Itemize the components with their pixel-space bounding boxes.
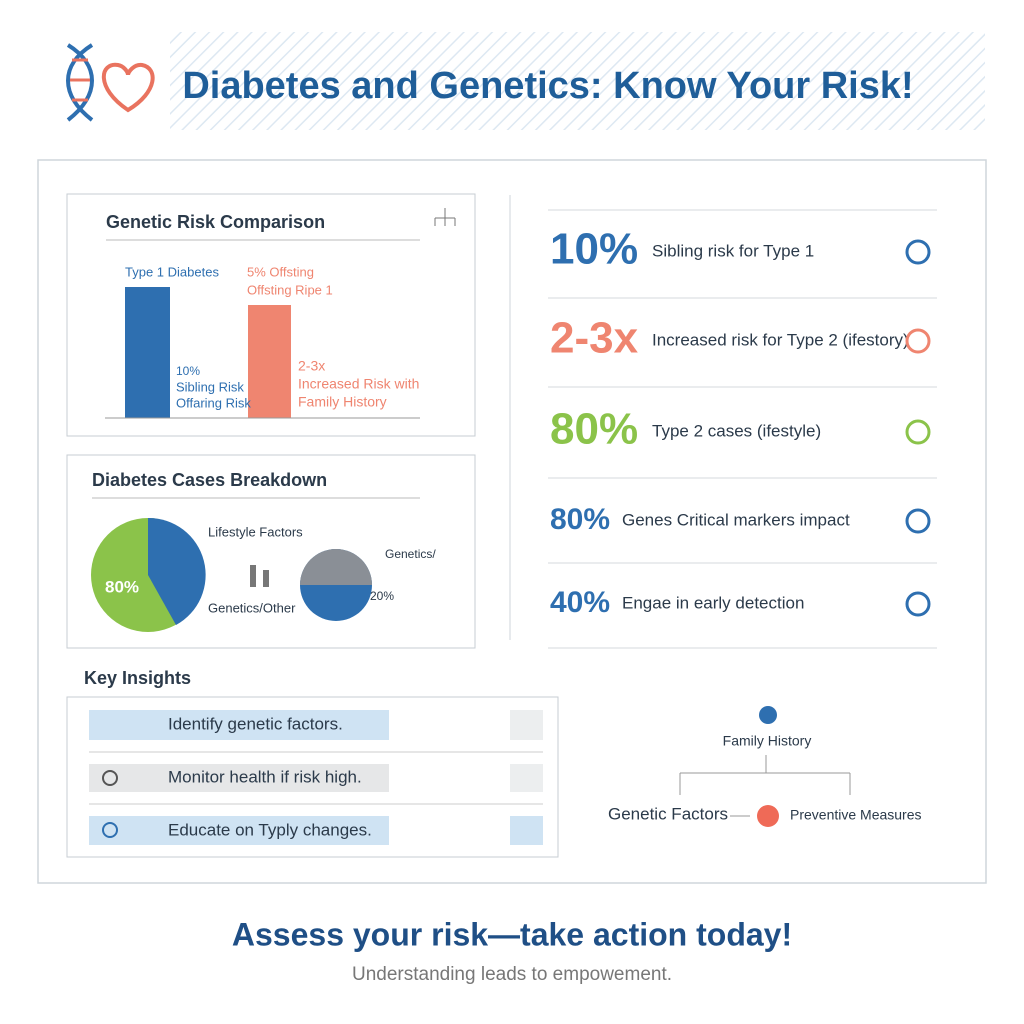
stat-text: Engae in early detection	[622, 593, 804, 612]
label: Type 1 Diabetes	[125, 264, 219, 279]
stat-text: Increased risk for Type 2 (ifestory)	[652, 330, 909, 349]
pie-panel: Diabetes Cases Breakdown 80% Lifestyle F…	[66, 454, 476, 649]
flow-node: Genetic Factors	[608, 804, 728, 823]
label: 20%	[370, 589, 394, 603]
stat-text: Sibling risk for Type 1	[652, 241, 814, 260]
stat-value: 2-3x	[550, 314, 639, 363]
footer-title: Assess your risk—take action today!	[232, 916, 792, 952]
label: Family History	[298, 394, 387, 410]
label: 10%	[176, 364, 200, 378]
header: Diabetes and Genetics: Know Your Risk!	[66, 32, 985, 130]
insight: Identify genetic factors.	[168, 714, 343, 733]
stat-text: Genes Critical markers impact	[622, 510, 850, 529]
stat-icon	[905, 328, 931, 354]
section-title: Key Insights	[84, 668, 191, 688]
label: Offaring Risk	[176, 395, 251, 410]
panel-title: Genetic Risk Comparison	[106, 212, 325, 232]
flow: Family History Genetic Factors Preventiv…	[608, 706, 922, 827]
flow-node: Preventive Measures	[790, 807, 922, 823]
stat-icon	[905, 591, 931, 617]
insight: Educate on Typly changes.	[168, 820, 372, 839]
stat-value: 80%	[550, 503, 610, 536]
stat-value: 80%	[550, 405, 638, 454]
stat-value: 40%	[550, 586, 610, 619]
main-frame	[37, 159, 987, 884]
label: Lifestyle Factors	[208, 524, 303, 539]
title: Diabetes and Genetics: Know Your Risk!	[182, 65, 913, 107]
label: Increased Risk with	[298, 376, 419, 392]
label: Genetics/	[385, 547, 436, 561]
flow-node: Family History	[723, 733, 812, 749]
label: Sibling Risk	[176, 379, 244, 394]
insights: Key Insights Identify genetic factors. M…	[66, 668, 559, 858]
stat-icon	[905, 419, 931, 445]
stat-icon	[905, 508, 931, 534]
label: 80%	[105, 577, 139, 596]
stat-value: 10%	[550, 225, 638, 274]
label: Offsting Ripe 1	[247, 282, 333, 297]
panel-title: Diabetes Cases Breakdown	[92, 470, 327, 490]
footer-subtitle: Understanding leads to empowement.	[352, 964, 672, 985]
bar-panel: Genetic Risk Comparison Type 1 Diabetes …	[66, 193, 476, 437]
label: Genetics/Other	[208, 600, 296, 615]
label: 2-3x	[298, 358, 325, 374]
stat-text: Type 2 cases (ifestyle)	[652, 421, 821, 440]
stat-icon	[905, 239, 931, 265]
label: 5% Offsting	[247, 264, 314, 279]
insight: Monitor health if risk high.	[168, 767, 362, 786]
stats: 10% Sibling risk for Type 1 2-3x Increased …	[548, 209, 937, 649]
